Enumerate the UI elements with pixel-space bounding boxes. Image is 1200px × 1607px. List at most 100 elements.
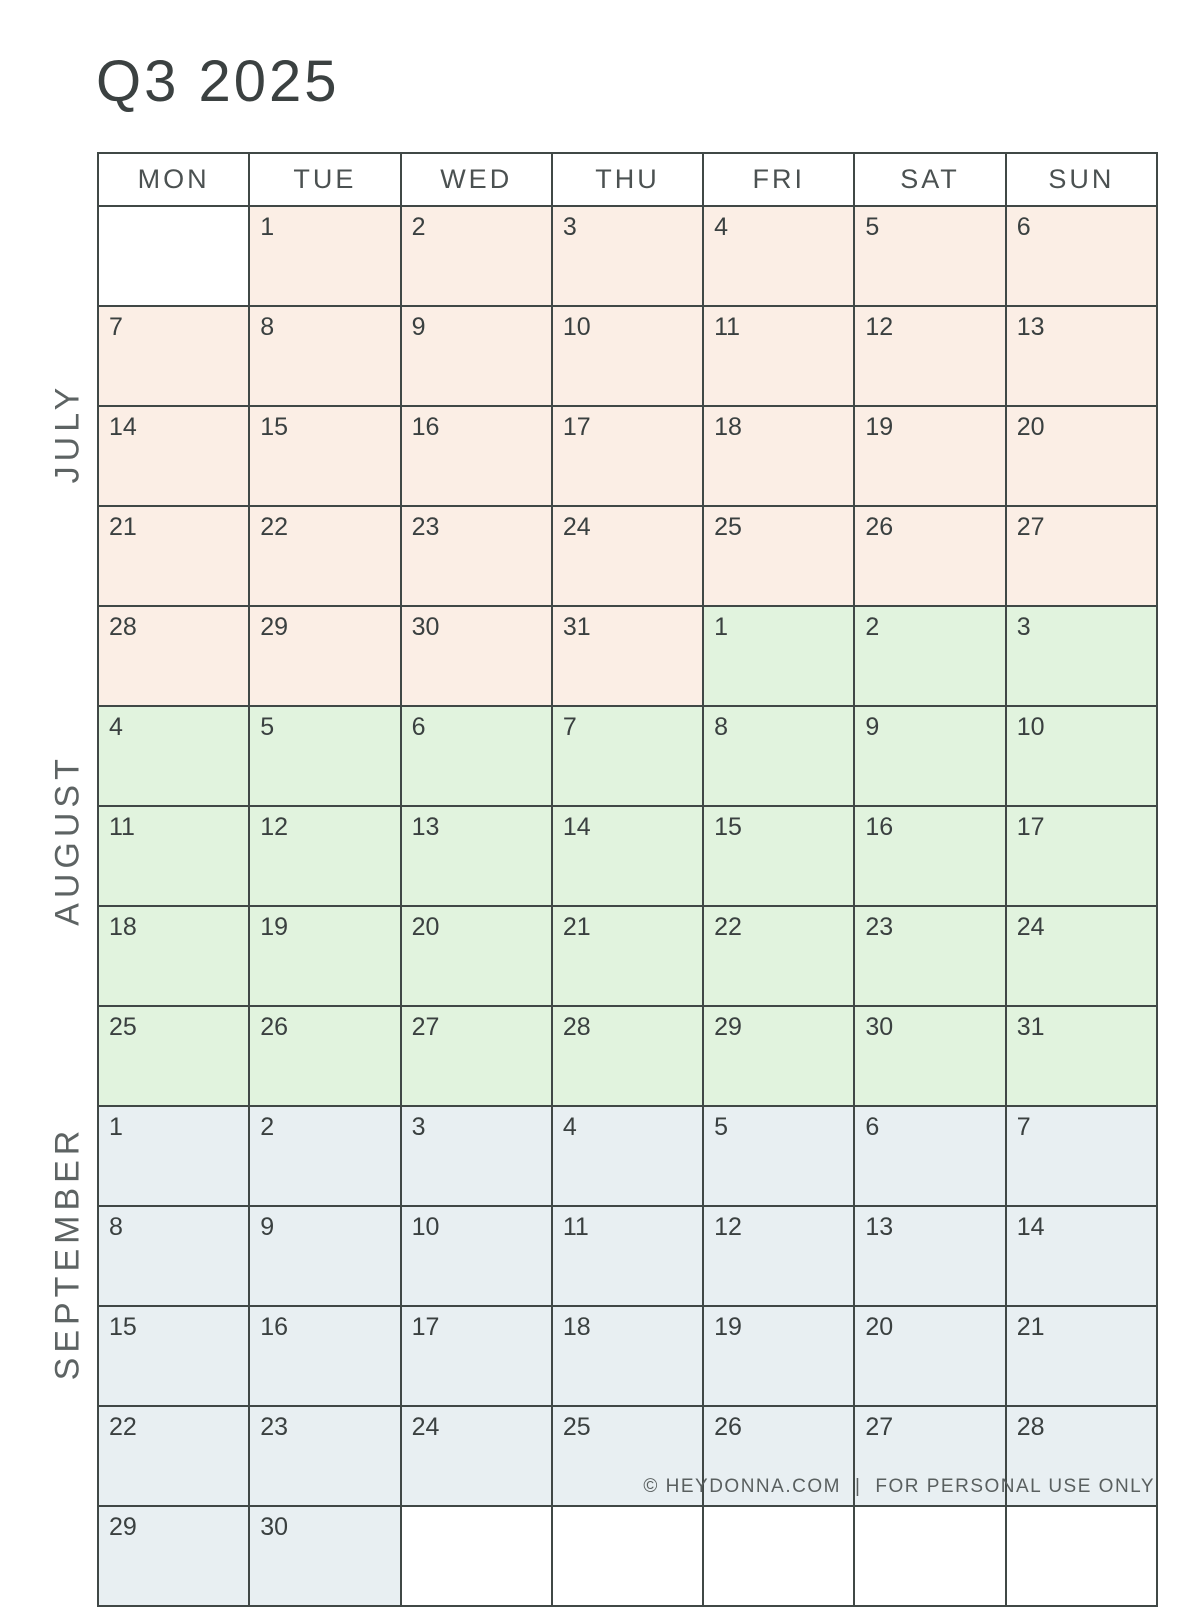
day-cell: 24: [550, 505, 705, 607]
week-row: 8 9 10 11 12 13 14: [96, 1205, 1159, 1307]
day-cell: 1: [248, 205, 402, 307]
day-number: 5: [260, 713, 275, 741]
day-number: 12: [260, 813, 289, 841]
page-title: Q3 2025: [96, 49, 340, 114]
day-cell: 10: [399, 1205, 553, 1307]
day-cell: 21: [550, 905, 705, 1007]
day-number: 6: [865, 1113, 880, 1141]
day-cell: [96, 205, 251, 307]
day-cell: 24: [399, 1405, 553, 1507]
day-number: 18: [562, 1313, 591, 1341]
day-number: 13: [865, 1213, 894, 1241]
weekday-header-fri: FRI: [702, 152, 856, 207]
day-number: 16: [260, 1313, 289, 1341]
day-number: 8: [109, 1213, 123, 1241]
week-row: 1 2 3 4 5 6 7: [96, 1105, 1159, 1207]
day-number: 27: [1016, 513, 1045, 541]
calendar-body: 1 2 3 4 5 6 7 8 9 10 11 12 13 14 15 16 17 18 19 20 21 22 23 24 2…: [96, 205, 1159, 1607]
day-cell: 5: [702, 1105, 856, 1207]
week-row: 22 23 24 25 26 27 28: [96, 1405, 1159, 1507]
day-number: 7: [562, 713, 577, 741]
day-cell: 11: [96, 805, 251, 907]
day-cell: 14: [1004, 1205, 1159, 1307]
week-row: 1 2 3 4 5 6: [96, 205, 1159, 307]
day-number: 20: [865, 1313, 894, 1341]
day-number: 30: [411, 613, 440, 641]
day-number: 31: [562, 613, 591, 641]
month-label-july: JULY: [48, 382, 87, 484]
day-cell: 20: [399, 905, 553, 1007]
day-cell: 27: [1004, 505, 1159, 607]
week-row: 15 16 17 18 19 20 21: [96, 1305, 1159, 1407]
day-cell: 30: [853, 1005, 1007, 1107]
day-cell: 22: [96, 1405, 251, 1507]
day-cell: 27: [853, 1405, 1007, 1507]
day-number: 19: [714, 1313, 742, 1341]
day-cell: 19: [702, 1305, 856, 1407]
day-number: 4: [714, 213, 729, 241]
day-number: 24: [411, 1413, 440, 1441]
day-cell: 7: [1004, 1105, 1159, 1207]
day-number: 11: [562, 1213, 589, 1241]
day-number: 3: [562, 213, 577, 241]
day-number: 16: [865, 813, 894, 841]
week-row: 11 12 13 14 15 16 17: [96, 805, 1159, 907]
day-cell: 21: [96, 505, 251, 607]
day-cell: 12: [853, 305, 1007, 407]
day-cell: 13: [399, 805, 553, 907]
day-number: 20: [411, 913, 440, 941]
day-number: 4: [562, 1113, 577, 1141]
day-cell: 30: [248, 1505, 402, 1607]
day-number: 12: [714, 1213, 742, 1241]
day-cell: 14: [96, 405, 251, 507]
day-cell: 15: [702, 805, 856, 907]
day-cell: 9: [853, 705, 1007, 807]
day-number: 28: [562, 1013, 591, 1041]
empty-region: [399, 1505, 553, 1607]
day-number: 27: [411, 1013, 440, 1041]
day-cell: 4: [96, 705, 251, 807]
day-number: 20: [1016, 413, 1045, 441]
day-number: 1: [714, 613, 729, 641]
week-row: 29 30: [96, 1505, 1159, 1607]
day-cell: 28: [96, 605, 251, 707]
day-cell: 4: [702, 205, 856, 307]
day-cell: 24: [1004, 905, 1159, 1007]
day-cell: 12: [248, 805, 402, 907]
quarter-calendar-grid: MON TUE WED THU FRI SAT SUN 1 2 3 4 5 6 7 8 9 10 11 12 13 1…: [96, 152, 1159, 1607]
day-number: 7: [1016, 1113, 1031, 1141]
day-number: 23: [260, 1413, 289, 1441]
day-number: 5: [714, 1113, 729, 1141]
footer-divider: |: [854, 1476, 862, 1497]
day-cell: 29: [702, 1005, 856, 1107]
day-cell: 7: [550, 705, 705, 807]
day-cell: 8: [96, 1205, 251, 1307]
day-number: 22: [714, 913, 742, 941]
month-label-august: AUGUST: [48, 754, 87, 926]
day-number: 5: [865, 213, 880, 241]
day-cell: 15: [248, 405, 402, 507]
day-cell: 17: [550, 405, 705, 507]
day-number: 25: [109, 1013, 137, 1041]
day-cell: 23: [853, 905, 1007, 1007]
day-cell: 6: [853, 1105, 1007, 1207]
day-cell: 26: [853, 505, 1007, 607]
day-number: 7: [109, 313, 123, 341]
day-cell: 15: [96, 1305, 251, 1407]
day-number: 15: [260, 413, 289, 441]
day-cell: 27: [399, 1005, 553, 1107]
footer-copyright: © HEYDONNA.COM: [643, 1476, 841, 1497]
day-number: 14: [1016, 1213, 1045, 1241]
day-cell: 31: [550, 605, 705, 707]
day-cell: 4: [550, 1105, 705, 1207]
day-cell: 26: [248, 1005, 402, 1107]
day-number: 14: [562, 813, 591, 841]
day-number: 13: [1016, 313, 1045, 341]
weekday-header-mon: MON: [96, 152, 251, 207]
day-number: 8: [260, 313, 275, 341]
day-cell: 10: [1004, 705, 1159, 807]
day-cell: 16: [248, 1305, 402, 1407]
day-number: 1: [260, 213, 275, 241]
day-number: 29: [714, 1013, 742, 1041]
day-cell: 8: [248, 305, 402, 407]
